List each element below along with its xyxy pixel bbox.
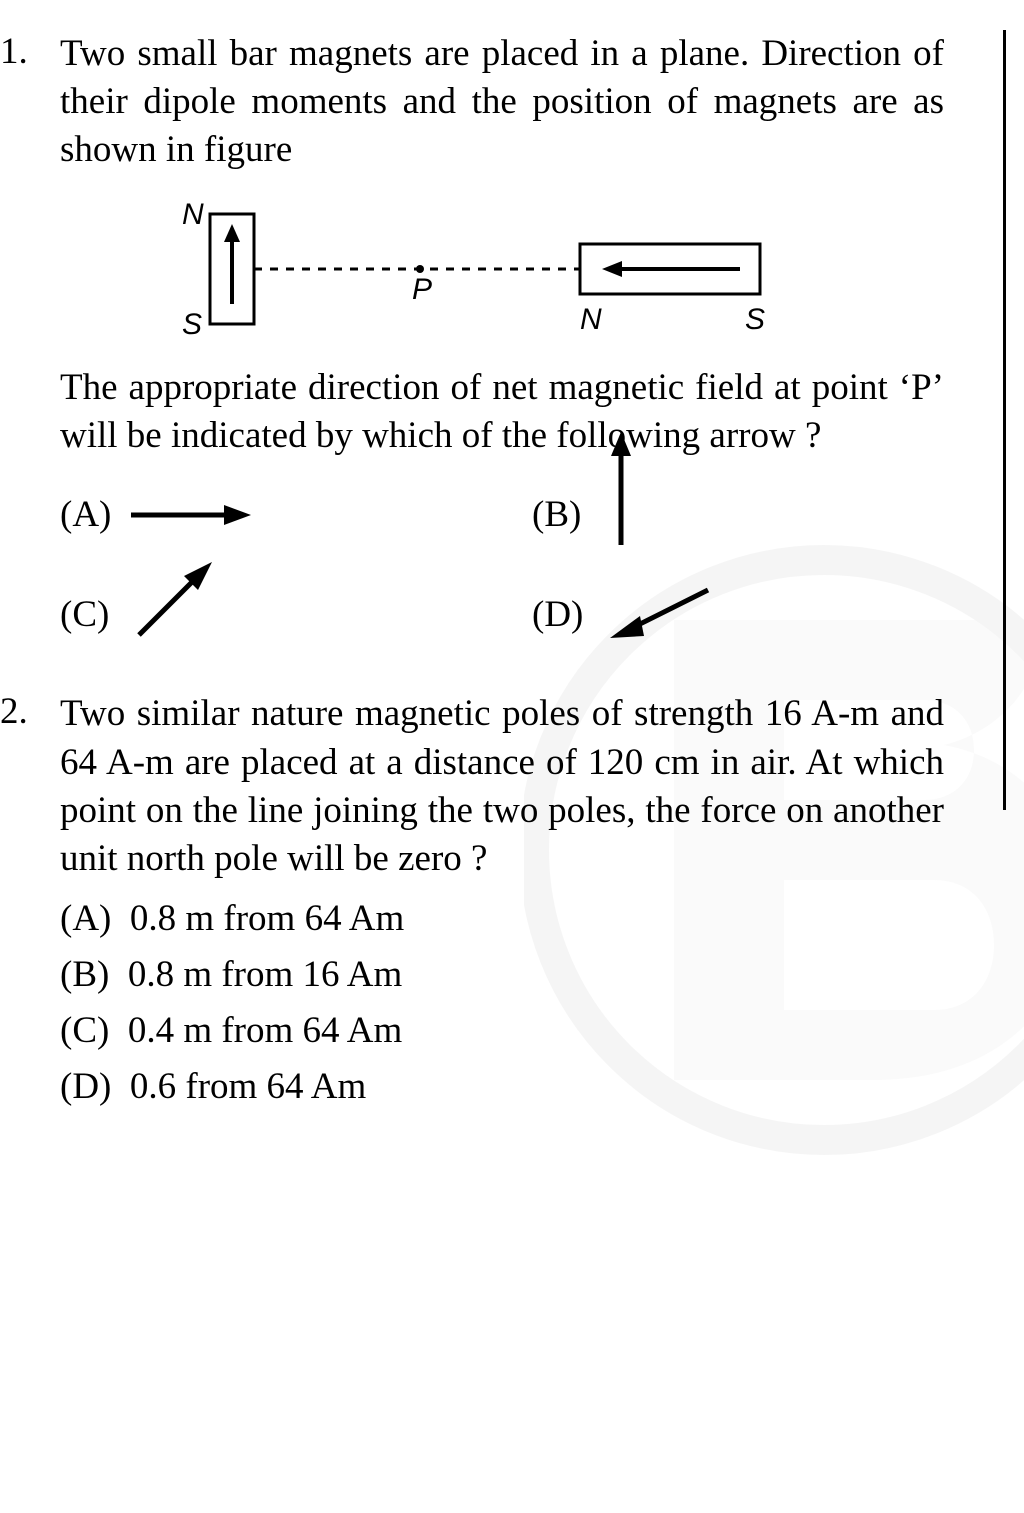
option-label: (C) bbox=[60, 591, 109, 639]
q2-text: Two similar nature magnetic poles of str… bbox=[60, 690, 944, 882]
right-magnet-n-label: N bbox=[580, 303, 602, 336]
arrow-up-icon bbox=[596, 430, 646, 550]
q1-option-b[interactable]: (B) bbox=[532, 480, 944, 550]
option-label: (A) bbox=[60, 898, 111, 939]
arrow-right-icon bbox=[126, 495, 256, 535]
option-label: (D) bbox=[532, 591, 583, 639]
q1-figure: N S P N S bbox=[140, 194, 840, 344]
option-label: (B) bbox=[532, 491, 581, 539]
left-magnet-n-label: N bbox=[182, 198, 204, 231]
q1-options: (A) (B) (C) bbox=[60, 480, 944, 650]
option-text: 0.8 m from 64 Am bbox=[130, 898, 404, 939]
q1-number: 1. bbox=[0, 30, 60, 650]
point-p-label: P bbox=[412, 273, 432, 306]
q1-option-a[interactable]: (A) bbox=[60, 480, 472, 550]
left-magnet-s-label: S bbox=[182, 308, 202, 341]
q2-option-c[interactable]: (C) 0.4 m from 64 Am bbox=[60, 1007, 944, 1055]
q1-option-d[interactable]: (D) bbox=[532, 580, 944, 650]
option-label: (C) bbox=[60, 1010, 109, 1051]
right-magnet-s-label: S bbox=[745, 303, 765, 336]
q2-number: 2. bbox=[0, 690, 60, 1119]
q1-text-a: Two small bar magnets are placed in a pl… bbox=[60, 30, 944, 174]
option-text: 0.8 m from 16 Am bbox=[128, 954, 402, 995]
option-text: 0.4 m from 64 Am bbox=[128, 1010, 402, 1051]
arrow-ne-icon bbox=[124, 550, 224, 650]
question-2: 2. Two similar nature magnetic poles of … bbox=[0, 690, 994, 1119]
question-1: 1. Two small bar magnets are placed in a… bbox=[0, 30, 994, 650]
q2-option-d[interactable]: (D) 0.6 from 64 Am bbox=[60, 1063, 944, 1111]
q1-text-b: The appropriate direction of net magneti… bbox=[60, 364, 944, 460]
q2-option-a[interactable]: (A) 0.8 m from 64 Am bbox=[60, 895, 944, 943]
option-label: (D) bbox=[60, 1066, 111, 1107]
q1-option-c[interactable]: (C) bbox=[60, 580, 472, 650]
option-label: (B) bbox=[60, 954, 109, 995]
q2-option-b[interactable]: (B) 0.8 m from 16 Am bbox=[60, 951, 944, 999]
option-text: 0.6 from 64 Am bbox=[130, 1066, 366, 1107]
q2-options: (A) 0.8 m from 64 Am (B) 0.8 m from 16 A… bbox=[60, 895, 944, 1111]
arrow-sw-icon bbox=[598, 580, 718, 650]
option-label: (A) bbox=[60, 491, 111, 539]
